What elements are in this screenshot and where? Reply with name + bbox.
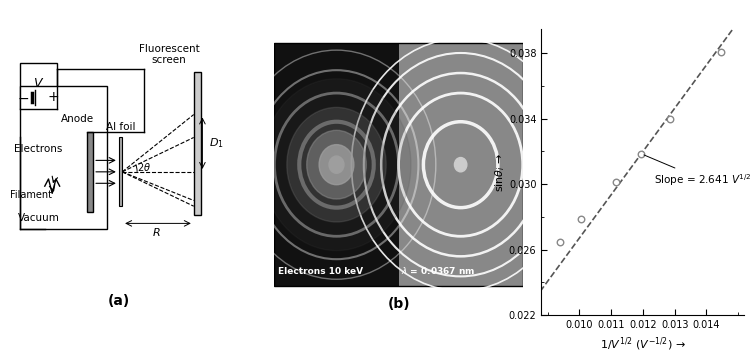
Text: $V$: $V$	[33, 77, 44, 90]
Text: (a): (a)	[108, 294, 130, 308]
Text: $R$: $R$	[152, 226, 161, 238]
Text: Filament: Filament	[10, 190, 52, 200]
Text: $\lambda$ = 0.0367 nm: $\lambda$ = 0.0367 nm	[401, 265, 475, 276]
Bar	[20, 63, 57, 109]
Text: Slope = 2.641 $V^{1/2}$: Slope = 2.641 $V^{1/2}$	[644, 155, 751, 188]
Bar	[20, 86, 107, 229]
Text: $D_1$: $D_1$	[208, 136, 223, 150]
Text: Vacuum: Vacuum	[17, 213, 59, 223]
Point	[635, 151, 647, 157]
Point	[610, 179, 622, 184]
Text: Anode: Anode	[60, 114, 93, 124]
Circle shape	[307, 130, 366, 199]
X-axis label: 1/$V^{1/2}$ ($V^{-1/2}$) →: 1/$V^{1/2}$ ($V^{-1/2}$) →	[600, 335, 686, 353]
Text: $+$: $+$	[47, 90, 59, 105]
Bar	[194, 72, 202, 215]
Circle shape	[262, 79, 411, 251]
Y-axis label: sin$\theta_i$ →: sin$\theta_i$ →	[493, 152, 508, 192]
Text: Electrons 10 keV: Electrons 10 keV	[278, 267, 363, 276]
Point	[554, 240, 566, 245]
Point	[664, 117, 676, 122]
Circle shape	[454, 158, 467, 172]
Text: Fluorescent
screen: Fluorescent screen	[138, 44, 199, 65]
Point	[575, 217, 587, 222]
Bar	[274, 43, 523, 286]
Circle shape	[287, 107, 387, 222]
Circle shape	[319, 145, 354, 185]
Text: Electrons: Electrons	[14, 144, 62, 154]
Bar	[274, 43, 399, 286]
Bar	[120, 137, 123, 206]
Text: $2\theta$: $2\theta$	[137, 161, 151, 173]
Bar	[399, 43, 523, 286]
Point	[714, 49, 726, 55]
Text: (b): (b)	[387, 296, 410, 311]
Text: $-$: $-$	[17, 90, 29, 105]
Bar	[87, 132, 93, 212]
Circle shape	[329, 156, 344, 173]
Text: Al foil: Al foil	[106, 122, 135, 132]
